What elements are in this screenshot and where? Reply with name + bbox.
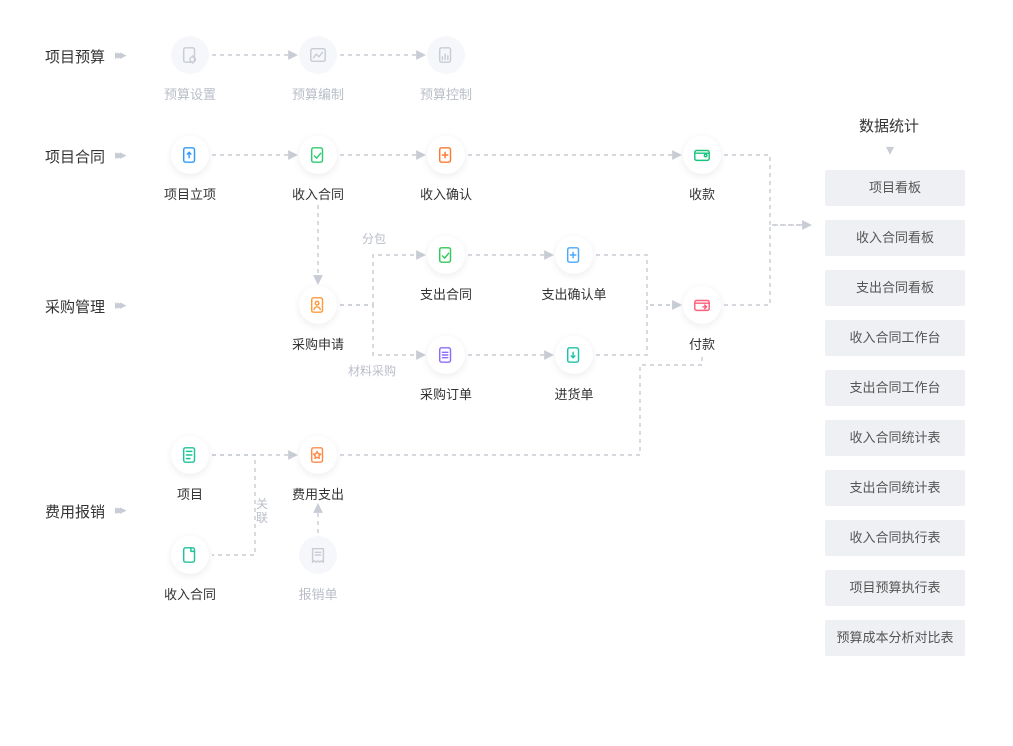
stats-item-0[interactable]: 项目看板 [825,170,965,206]
node-payment[interactable]: 付款 [647,286,757,353]
node-income_ct2[interactable]: 收入合同 [135,536,245,603]
stats-item-3[interactable]: 收入合同工作台 [825,320,965,356]
node-po_order[interactable]: 采购订单 [391,336,501,403]
node-label-income_ct2: 收入合同 [135,584,245,603]
node-income_ct[interactable]: 收入合同 [263,136,373,203]
node-proj_init[interactable]: 项目立项 [135,136,245,203]
node-po_req[interactable]: 采购申请 [263,286,373,353]
node-icon-fee_out [299,436,337,474]
stats-item-7[interactable]: 收入合同执行表 [825,520,965,556]
node-fee_out[interactable]: 费用支出 [263,436,373,503]
node-exp_ct[interactable]: 支出合同 [391,236,501,303]
node-icon-po_req [299,286,337,324]
node-label-proj_init: 项目立项 [135,184,245,203]
node-receipt[interactable]: 收款 [647,136,757,203]
node-label-budget_make: 预算编制 [263,84,373,103]
row-chevron-expense: ▸▸▸ [115,502,123,518]
node-label-receipt: 收款 [647,184,757,203]
row-label-contract: 项目合同 [45,146,105,167]
node-label-goods_in: 进货单 [519,384,629,403]
node-label-reimburse: 报销单 [263,584,373,603]
node-income_cf[interactable]: 收入确认 [391,136,501,203]
row-chevron-procure: ▸▸▸ [115,297,123,313]
node-label-budget_ctrl: 预算控制 [391,84,501,103]
node-label-fee_out: 费用支出 [263,484,373,503]
node-icon-budget_set [171,36,209,74]
stats-list: 项目看板收入合同看板支出合同看板收入合同工作台支出合同工作台收入合同统计表支出合… [825,170,965,656]
node-proj[interactable]: 项目 [135,436,245,503]
node-label-exp_ct: 支出合同 [391,284,501,303]
node-label-budget_set: 预算设置 [135,84,245,103]
row-chevron-budget: ▸▸▸ [115,47,123,63]
node-goods_in[interactable]: 进货单 [519,336,629,403]
node-budget_make: 预算编制 [263,36,373,103]
stats-item-8[interactable]: 项目预算执行表 [825,570,965,606]
node-label-po_req: 采购申请 [263,334,373,353]
side-label: 材料采购 [348,362,396,379]
row-label-budget: 项目预算 [45,46,105,67]
stats-item-9[interactable]: 预算成本分析对比表 [825,620,965,656]
node-icon-exp_cf [555,236,593,274]
node-icon-income_cf [427,136,465,174]
stats-item-5[interactable]: 收入合同统计表 [825,420,965,456]
node-reimburse: 报销单 [263,536,373,603]
node-icon-reimburse [299,536,337,574]
node-budget_set: 预算设置 [135,36,245,103]
node-label-payment: 付款 [647,334,757,353]
node-icon-receipt [683,136,721,174]
node-icon-payment [683,286,721,324]
row-label-expense: 费用报销 [45,501,105,522]
node-icon-budget_make [299,36,337,74]
node-label-proj: 项目 [135,484,245,503]
node-icon-income_ct2 [171,536,209,574]
node-budget_ctrl: 预算控制 [391,36,501,103]
node-icon-po_order [427,336,465,374]
node-icon-goods_in [555,336,593,374]
node-icon-exp_ct [427,236,465,274]
stats-item-2[interactable]: 支出合同看板 [825,270,965,306]
side-label: 分包 [362,230,386,247]
row-chevron-contract: ▸▸▸ [115,147,123,163]
node-label-income_ct: 收入合同 [263,184,373,203]
side-label: 关联 [255,497,269,525]
node-icon-income_ct [299,136,337,174]
node-label-po_order: 采购订单 [391,384,501,403]
node-label-income_cf: 收入确认 [391,184,501,203]
node-icon-proj_init [171,136,209,174]
stats-chevron-icon: ▾ [886,140,894,160]
stats-item-6[interactable]: 支出合同统计表 [825,470,965,506]
node-icon-proj [171,436,209,474]
node-icon-budget_ctrl [427,36,465,74]
stats-item-1[interactable]: 收入合同看板 [825,220,965,256]
stats-title: 数据统计 [859,115,919,136]
node-label-exp_cf: 支出确认单 [519,284,629,303]
row-label-procure: 采购管理 [45,296,105,317]
stats-item-4[interactable]: 支出合同工作台 [825,370,965,406]
node-exp_cf[interactable]: 支出确认单 [519,236,629,303]
